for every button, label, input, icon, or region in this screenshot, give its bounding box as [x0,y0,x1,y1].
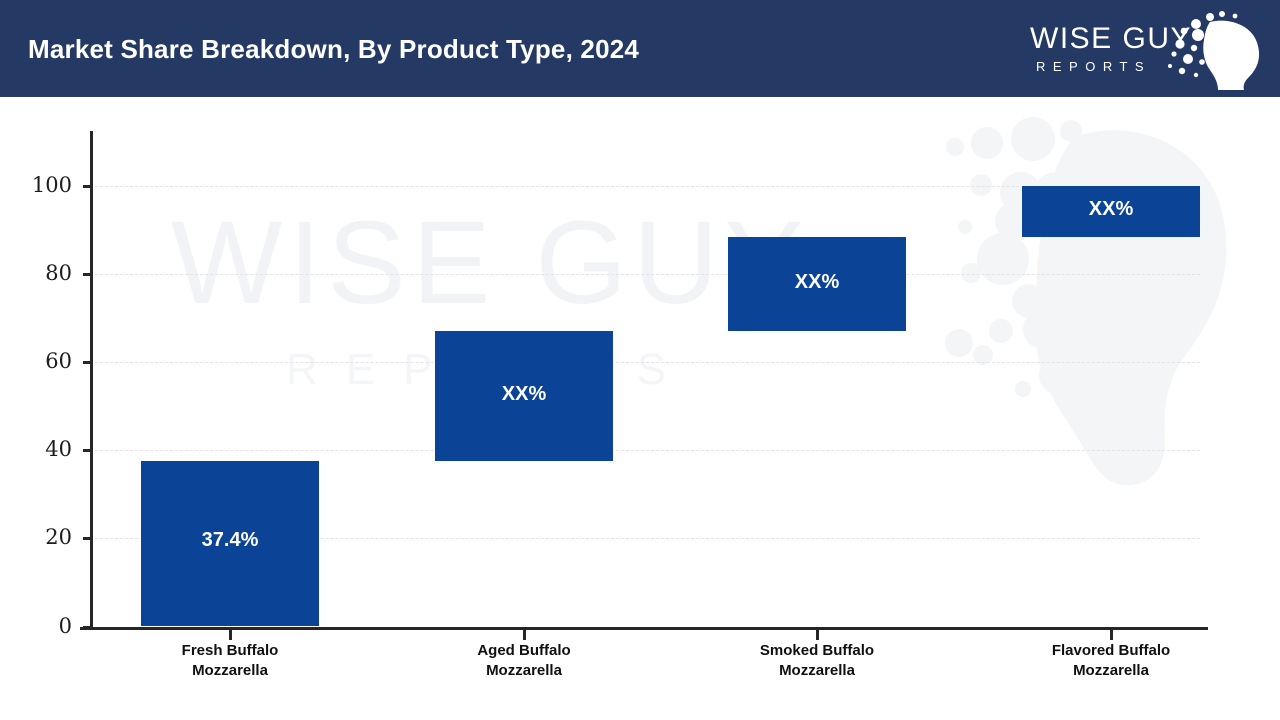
gridline-60 [90,362,1200,363]
x-category-label-2-line2: Mozzarella [779,661,855,679]
bar-label-1: XX% [501,383,547,406]
bar-smoked-buffalo-mozzarella[interactable] [728,236,906,332]
y-tick-label-60: 60 [45,349,72,373]
x-category-label-0-line1: Fresh Buffalo [181,642,279,659]
plot-area [90,137,1200,628]
y-tick-label-40: 40 [45,437,72,461]
x-category-label-2-line1: Smoked Buffalo [759,642,875,659]
y-tick-label-0: 0 [58,614,72,638]
bar-aged-buffalo-mozzarella[interactable] [435,331,613,462]
page-title: Market Share Breakdown, By Product Type,… [28,34,640,64]
bar-label-3: XX% [1088,198,1134,221]
y-tick-mark-100 [83,185,92,188]
y-tick-mark-80 [83,273,92,276]
bar-label-2: XX% [794,270,840,293]
wise-guy-reports-logo: WISE GUY REPORTS [1030,11,1259,90]
y-tick-mark-20 [83,537,92,540]
x-tick-mark-2 [816,630,819,640]
y-tick-label-100: 100 [31,173,72,197]
x-category-label-2: Smoked Buffalo Mozzarella [717,641,917,681]
bar-fresh-buffalo-mozzarella[interactable] [141,461,319,626]
y-tick-label-20: 20 [45,525,72,549]
y-tick-label-80: 80 [45,261,72,285]
gridline-20 [90,538,1200,539]
gridline-100 [90,186,1200,187]
x-category-label-3: Flavored Buffalo Mozzarella [1011,641,1211,681]
gridline-40 [90,450,1200,451]
x-tick-mark-1 [523,630,526,640]
y-tick-mark-40 [83,449,92,452]
x-tick-mark-3 [1110,630,1113,640]
x-category-label-1: Aged Buffalo Mozzarella [424,641,624,681]
x-category-label-0: Fresh Buffalo Mozzarella [130,641,330,681]
svg-text:WISE GUY: WISE GUY [1030,22,1192,55]
gridline-80 [90,274,1200,275]
x-tick-mark-0 [229,630,232,640]
bar-label-0: 37.4% [201,529,259,552]
x-category-label-3-line2: Mozzarella [1073,661,1149,679]
x-axis-line [80,627,1208,630]
svg-text:REPORTS: REPORTS [1036,59,1151,74]
y-tick-mark-60 [83,361,92,364]
y-tick-mark-0 [83,626,92,629]
chart-container: WISE GUY REPORTS [0,97,1280,720]
y-axis-line [90,131,93,629]
page-header: Market Share Breakdown, By Product Type,… [0,0,1280,97]
x-category-label-3-line1: Flavored Buffalo [1051,642,1171,659]
x-category-label-1-line1: Aged Buffalo [477,642,571,659]
x-category-label-1-line2: Mozzarella [486,661,562,679]
x-category-label-0-line2: Mozzarella [192,661,268,679]
